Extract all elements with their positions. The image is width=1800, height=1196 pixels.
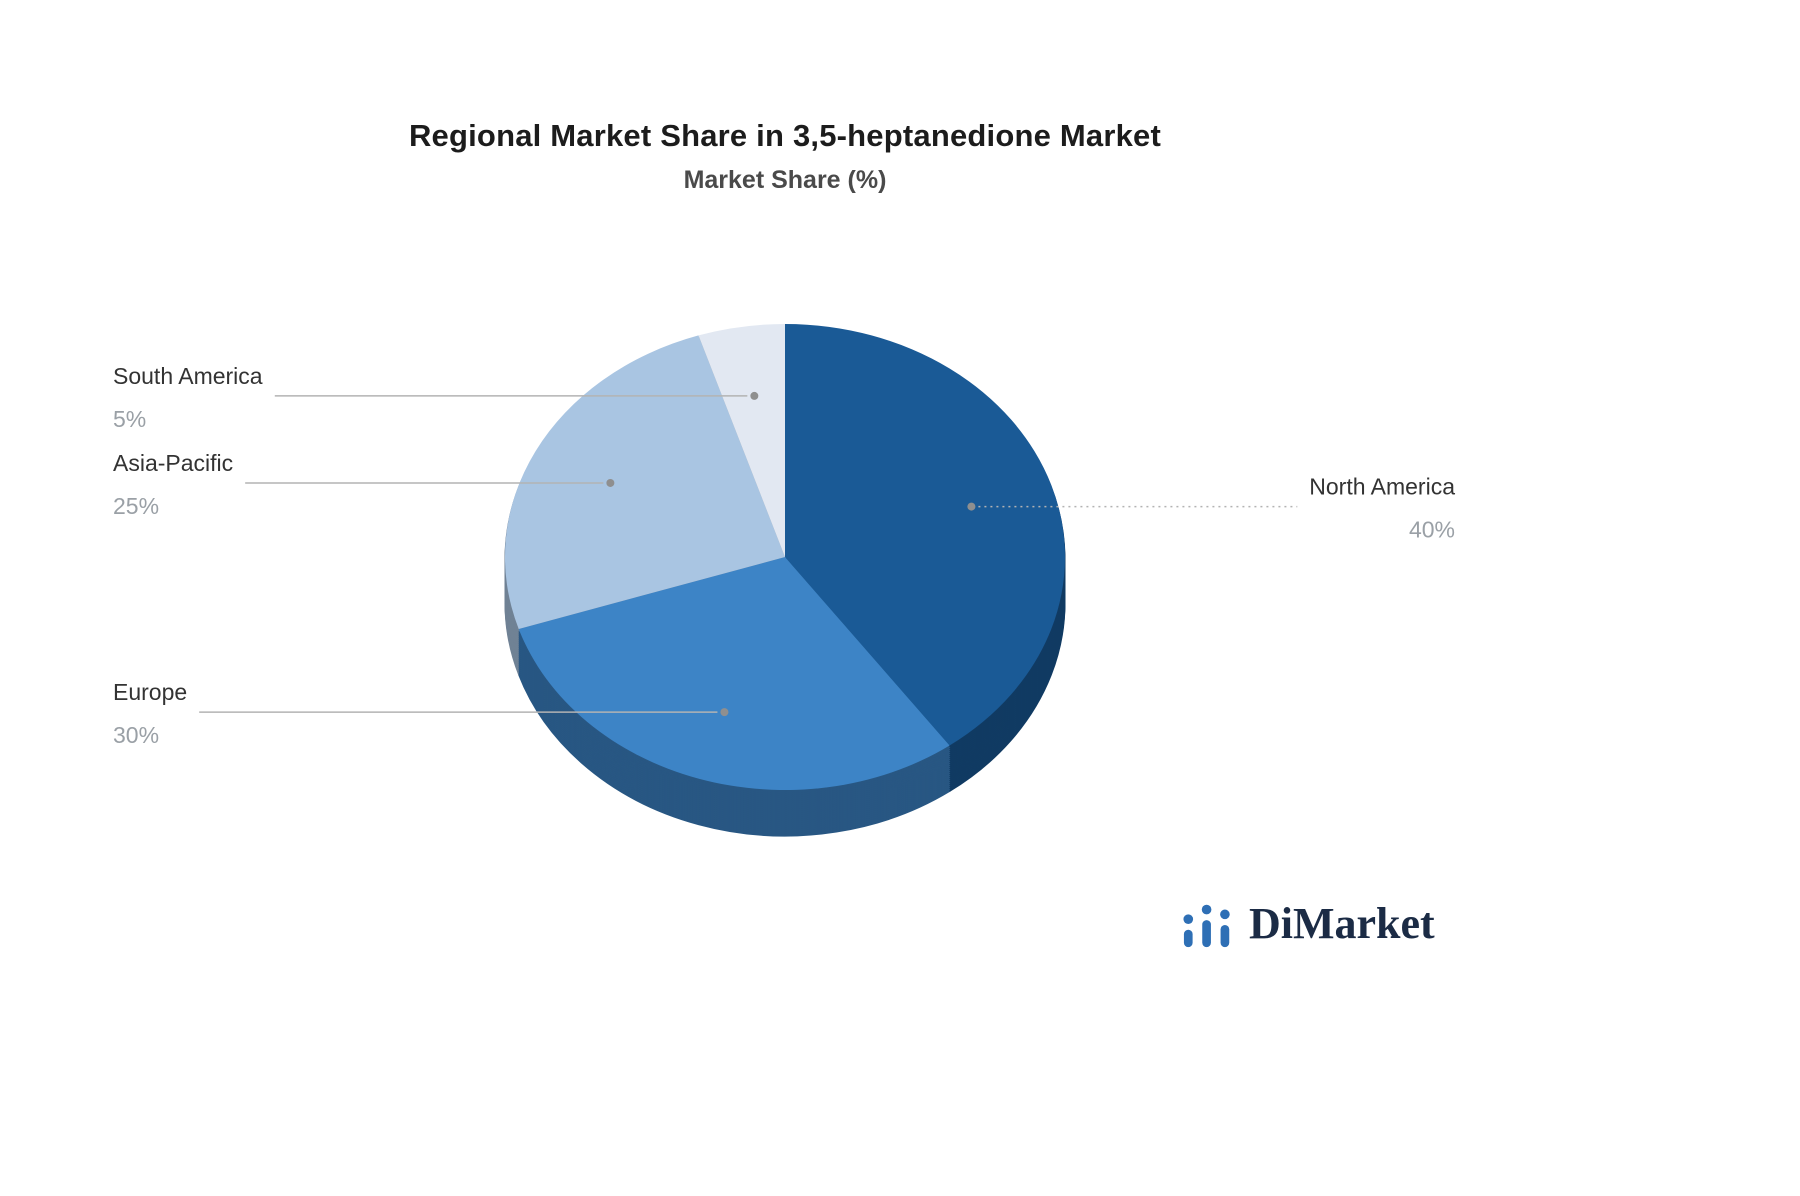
brand-logo: DiMarket — [1182, 898, 1435, 950]
slice-label: South America — [113, 363, 263, 389]
chart-subtitle: Market Share (%) — [683, 166, 887, 194]
brand-logo-text: DiMarket — [1249, 899, 1435, 948]
leader-dot — [720, 708, 729, 717]
slice-value: 5% — [113, 406, 146, 432]
pie-slice-europe[interactable] — [518, 557, 950, 791]
chart-title: Regional Market Share in 3,5-heptanedion… — [408, 118, 1162, 153]
leader-dot — [750, 391, 759, 400]
slice-label: North America — [1309, 474, 1455, 500]
slice-value: 40% — [1409, 517, 1455, 543]
slice-value: 30% — [113, 722, 159, 748]
pie-slice-south-america[interactable] — [698, 324, 785, 557]
leader-dot — [967, 502, 976, 511]
slice-label: Asia-Pacific — [113, 450, 233, 476]
slice-label: Europe — [113, 679, 187, 705]
slice-value: 25% — [113, 493, 159, 519]
pie-slice-asia-pacific[interactable] — [504, 335, 785, 629]
pie-slice-north-america[interactable] — [785, 324, 1065, 746]
bar-chart-logo-icon — [1183, 904, 1230, 948]
leader-dot — [606, 478, 615, 487]
